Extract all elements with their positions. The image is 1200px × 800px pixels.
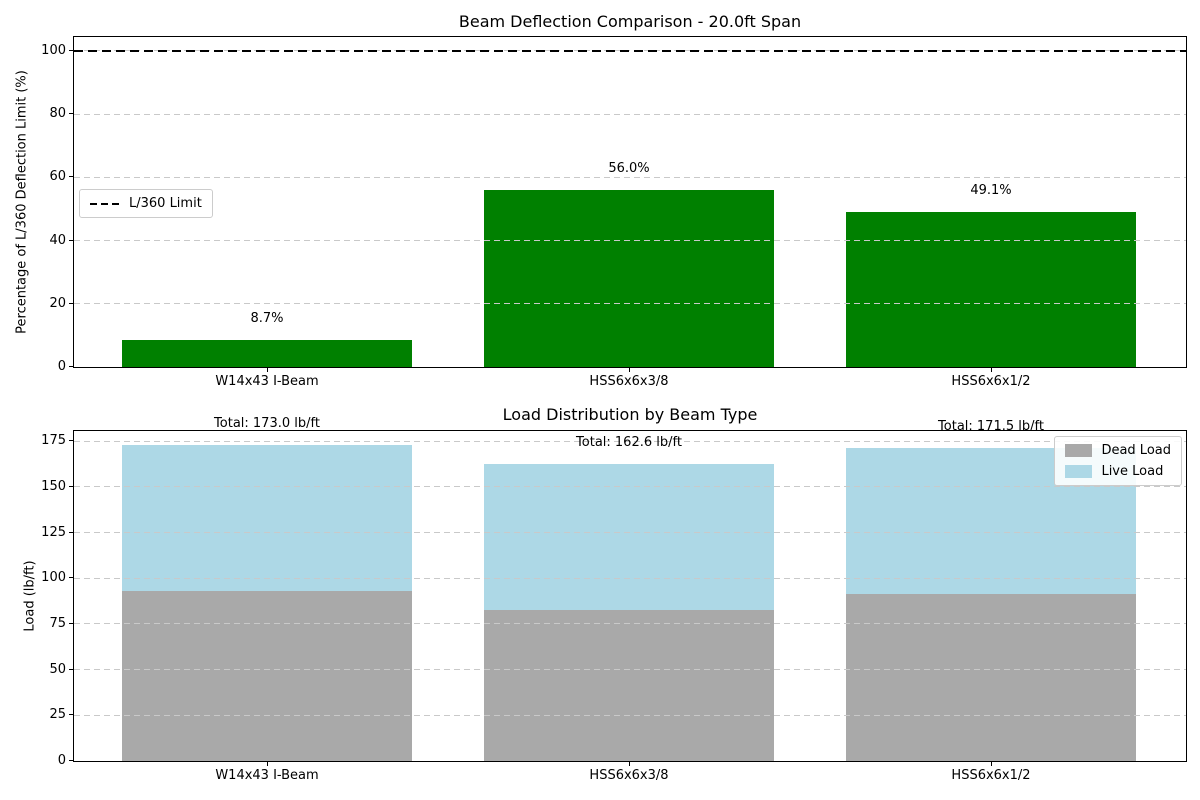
legend-label: Live Load — [1101, 464, 1164, 479]
gridline-60 — [74, 176, 1186, 178]
y-tick-label: 150 — [41, 478, 66, 494]
gridline-25 — [74, 714, 1186, 716]
legend-item-l360-limit: L/360 Limit — [90, 196, 202, 211]
gridline-100 — [74, 577, 1186, 579]
x-tick-label: HSS6x6x3/8 — [589, 374, 669, 389]
deflection-plot-area: L/360 Limit 0 20 40 60 80 100 W14x43 I-Beam HSS… — [41, 36, 1187, 389]
y-tick-mark — [69, 485, 74, 487]
y-tick-label: 60 — [49, 169, 66, 185]
y-tick-mark — [69, 239, 74, 241]
y-tick-mark — [69, 622, 74, 624]
legend-item-live-load: Live Load — [1065, 464, 1171, 479]
x-tick-label: HSS6x6x1/2 — [951, 374, 1031, 389]
gridline-20 — [74, 303, 1186, 305]
y-tick-mark — [69, 440, 74, 442]
deflection-bar — [846, 211, 1136, 367]
y-tick-mark — [69, 668, 74, 670]
y-tick-label: 100 — [41, 42, 66, 58]
y-tick-mark — [69, 302, 74, 304]
bar-value-label: 49.1% — [970, 182, 1012, 198]
x-tick-mark — [629, 367, 630, 372]
y-tick-label: 100 — [41, 570, 66, 586]
deflection-bar — [484, 189, 774, 367]
y-tick-label: 40 — [49, 232, 66, 248]
y-tick-label: 80 — [49, 106, 66, 122]
x-tick-label: HSS6x6x3/8 — [589, 768, 669, 783]
gridline-150 — [74, 486, 1186, 488]
x-tick-mark — [267, 761, 268, 766]
y-tick-label: 125 — [41, 524, 66, 540]
y-tick-mark — [69, 577, 74, 579]
y-tick-label: 50 — [49, 661, 66, 677]
y-tick-label: 75 — [49, 615, 66, 631]
deflection-bar — [122, 339, 412, 367]
y-tick-mark — [69, 760, 74, 761]
y-tick-label: 25 — [49, 707, 66, 723]
y-tick-mark — [69, 714, 74, 716]
x-tick-mark — [991, 367, 992, 372]
x-tick-mark — [991, 761, 992, 766]
load-legend: Dead Load Live Load — [1054, 436, 1182, 486]
x-tick-label: HSS6x6x1/2 — [951, 768, 1031, 783]
dead-load-bar — [846, 593, 1136, 761]
y-tick-label: 20 — [49, 295, 66, 311]
dashed-line-icon — [90, 202, 120, 205]
dead-load-swatch — [1065, 444, 1093, 457]
legend-label: Dead Load — [1101, 443, 1171, 458]
total-load-label: Total: 171.5 lb/ft — [938, 418, 1044, 434]
y-tick-mark — [69, 113, 74, 115]
bar-value-label: 56.0% — [608, 160, 650, 176]
y-tick-mark — [69, 366, 74, 367]
gridline-175 — [74, 440, 1186, 442]
gridline-50 — [74, 669, 1186, 671]
load-plot-area: Dead Load Live Load 0 25 50 75 100 125 150 175 W… — [41, 416, 1187, 783]
total-load-label: Total: 173.0 lb/ft — [214, 415, 320, 431]
y-tick-mark — [69, 176, 74, 178]
live-load-bar — [122, 444, 412, 592]
live-load-swatch — [1065, 465, 1093, 478]
live-load-bar — [484, 463, 774, 611]
y-tick-mark — [69, 49, 74, 51]
legend-label: L/360 Limit — [129, 196, 202, 211]
l360-limit-line — [74, 49, 1186, 52]
y-tick-mark — [69, 531, 74, 533]
y-tick-label: 175 — [41, 433, 66, 449]
deflection-chart-title: Beam Deflection Comparison - 20.0ft Span — [458, 12, 802, 31]
y-tick-label: 0 — [57, 359, 66, 374]
x-tick-mark — [629, 761, 630, 766]
bar-value-label: 8.7% — [250, 310, 284, 326]
dead-load-bar — [122, 591, 412, 761]
gridline-125 — [74, 532, 1186, 534]
load-chart-title: Load Distribution by Beam Type — [502, 405, 758, 424]
x-tick-label: W14x43 I-Beam — [215, 374, 319, 389]
deflection-legend: L/360 Limit — [79, 189, 213, 218]
gridline-80 — [74, 113, 1186, 115]
total-load-label: Total: 162.6 lb/ft — [576, 434, 682, 450]
legend-item-dead-load: Dead Load — [1065, 443, 1171, 458]
dead-load-bar — [484, 610, 774, 761]
gridline-40 — [74, 240, 1186, 242]
gridline-75 — [74, 623, 1186, 625]
x-tick-label: W14x43 I-Beam — [215, 768, 319, 783]
y-tick-label: 0 — [57, 753, 66, 768]
x-tick-mark — [267, 367, 268, 372]
